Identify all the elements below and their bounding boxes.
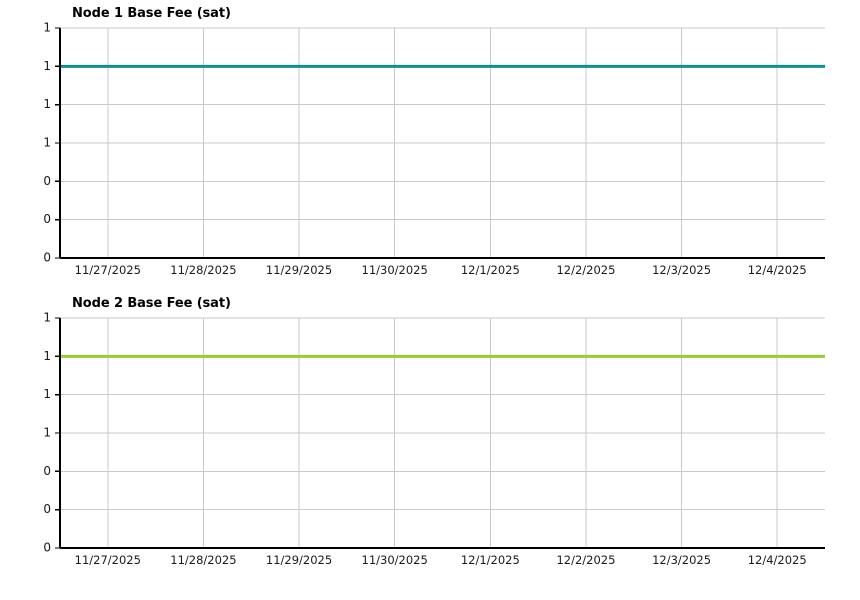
x-tick-label: 11/27/2025 <box>75 553 141 567</box>
plot-area-node-1: 1 1 1 1 0 0 0 11/27/2025 11/28/2025 11/29/2025 11/… <box>0 0 860 290</box>
y-tick-label: 1 <box>43 136 51 150</box>
x-tick-label: 11/30/2025 <box>362 553 428 567</box>
chart-title-node-2: Node 2 Base Fee (sat) <box>72 296 231 311</box>
y-tick-label: 0 <box>43 464 51 478</box>
y-tick-label: 0 <box>43 212 51 226</box>
y-tick-label: 0 <box>43 251 51 265</box>
x-tick-label: 12/2/2025 <box>556 263 615 277</box>
line-chart-node-1: 1 1 1 1 0 0 0 11/27/2025 11/28/2025 11/29/2025 11/… <box>43 21 825 277</box>
x-tick-label: 12/3/2025 <box>652 263 711 277</box>
chart-title-node-1: Node 1 Base Fee (sat) <box>72 6 231 21</box>
x-tick-label: 12/2/2025 <box>556 553 615 567</box>
x-tick-label: 12/4/2025 <box>748 553 807 567</box>
y-tick-label: 0 <box>43 502 51 516</box>
x-tick-label: 11/30/2025 <box>362 263 428 277</box>
x-tick-label: 11/27/2025 <box>75 263 141 277</box>
x-tick-label: 12/4/2025 <box>748 263 807 277</box>
y-tick-label: 1 <box>43 59 51 73</box>
x-tick-label: 12/1/2025 <box>461 263 520 277</box>
y-tick-label: 1 <box>43 349 51 363</box>
chart-panel-node-2: Node 2 Base Fee (sat) 1 1 1 1 0 0 0 11/27/2025 1… <box>0 290 860 580</box>
y-tick-label: 1 <box>43 426 51 440</box>
y-tick-label: 1 <box>43 21 51 35</box>
x-tick-label: 11/28/2025 <box>170 263 236 277</box>
x-tick-label: 11/28/2025 <box>170 553 236 567</box>
chart-panel-node-1: Node 1 Base Fee (sat) 1 1 1 1 0 0 0 11/27/2025 1… <box>0 0 860 290</box>
charts-container: Node 1 Base Fee (sat) 1 1 1 1 0 0 0 11/27/2025 1… <box>0 0 860 580</box>
y-tick-label: 1 <box>43 311 51 325</box>
x-tick-label: 12/3/2025 <box>652 553 711 567</box>
y-tick-label: 0 <box>43 174 51 188</box>
x-tick-label: 12/1/2025 <box>461 553 520 567</box>
y-tick-label: 1 <box>43 387 51 401</box>
y-tick-label: 1 <box>43 97 51 111</box>
line-chart-node-2: 1 1 1 1 0 0 0 11/27/2025 11/28/2025 11/29/2025 11/… <box>43 311 825 567</box>
plot-area-node-2: 1 1 1 1 0 0 0 11/27/2025 11/28/2025 11/29/2025 11/… <box>0 290 860 580</box>
y-tick-label: 0 <box>43 541 51 555</box>
x-tick-label: 11/29/2025 <box>266 263 332 277</box>
x-tick-label: 11/29/2025 <box>266 553 332 567</box>
